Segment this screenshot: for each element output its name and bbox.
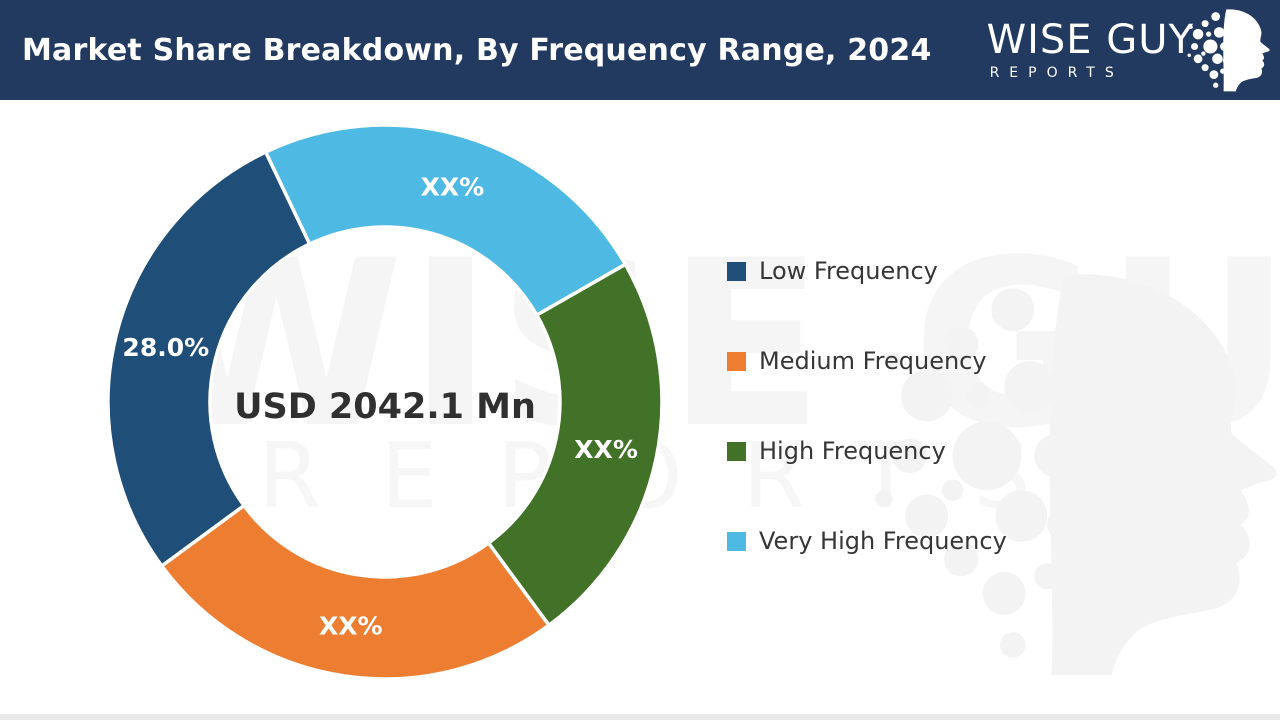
- legend-swatch: [727, 261, 746, 281]
- legend-label: Low Frequency: [759, 257, 938, 285]
- legend-item: Medium Frequency: [727, 346, 1007, 376]
- page-title: Market Share Breakdown, By Frequency Ran…: [22, 32, 932, 68]
- brand-subtitle: REPORTS: [989, 64, 1124, 81]
- chart-legend: Low Frequency Medium Frequency High Freque…: [727, 256, 1007, 616]
- legend-label: High Frequency: [759, 437, 946, 465]
- brand-logo: WISE GUY REPORTS: [987, 2, 1272, 98]
- slice-high-frequency: [486, 262, 664, 627]
- slice-label: XX%: [574, 435, 638, 464]
- legend-swatch: [727, 531, 746, 551]
- slice-medium-frequency: [160, 503, 551, 681]
- legend-item: High Frequency: [727, 436, 1007, 466]
- legend-label: Medium Frequency: [759, 347, 987, 375]
- legend-item: Low Frequency: [727, 256, 1007, 286]
- brand-logo-text: WISE GUY REPORTS: [987, 20, 1194, 81]
- bottom-bar: [0, 714, 1280, 720]
- slice-label: XX%: [319, 611, 383, 640]
- chart-center-value: USD 2042.1 Mn: [234, 387, 536, 427]
- donut-chart: 28.0% XX% XX% XX%: [106, 123, 664, 681]
- legend-label: Very High Frequency: [759, 527, 1007, 555]
- slice-very-high-frequency: [263, 123, 628, 317]
- legend-swatch: [727, 441, 746, 461]
- slice-label: 28.0%: [122, 333, 209, 362]
- slice-low-frequency: [106, 150, 312, 568]
- legend-item: Very High Frequency: [727, 526, 1007, 556]
- header-bar: Market Share Breakdown, By Frequency Ran…: [0, 0, 1280, 100]
- brand-face-icon: [1187, 9, 1270, 92]
- watermark-face-icon: [875, 274, 1277, 676]
- brand-name: WISE GUY: [986, 16, 1194, 63]
- legend-swatch: [727, 351, 746, 371]
- slice-label: XX%: [421, 172, 485, 201]
